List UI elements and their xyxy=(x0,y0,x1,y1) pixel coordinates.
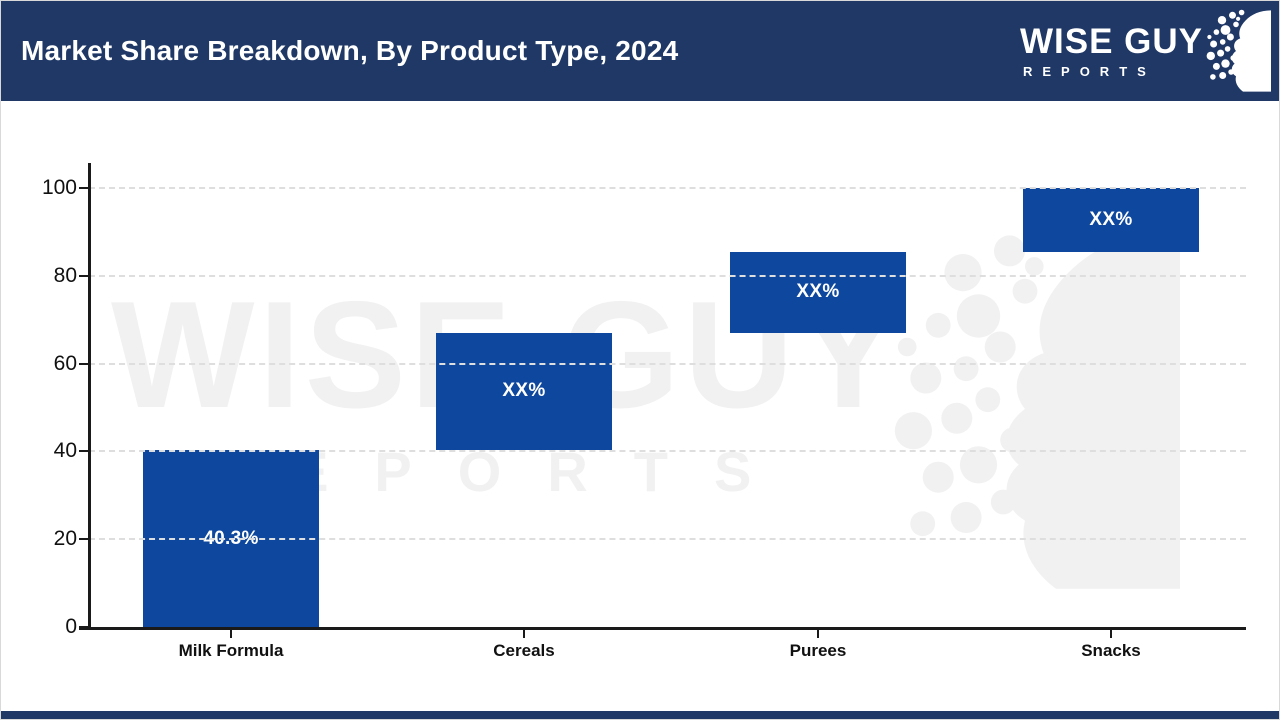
y-tick-label: 40 xyxy=(53,439,77,463)
x-tick-mark xyxy=(817,630,819,638)
header-band: Market Share Breakdown, By Product Type,… xyxy=(1,1,1279,101)
bar-value-label-milk-formula: 40.3% xyxy=(203,527,259,549)
x-category-label-snacks: Snacks xyxy=(1081,641,1141,660)
logo-wordmark: WISE GUY xyxy=(1019,21,1203,61)
bar-value-label-cereals: XX% xyxy=(502,380,546,402)
y-tick-label: 20 xyxy=(53,527,77,551)
footer-band xyxy=(1,711,1279,719)
y-tick-mark xyxy=(79,450,89,453)
gridline-100 xyxy=(89,187,1246,189)
bar-snacks: XX% xyxy=(1023,188,1199,253)
y-tick-label: 60 xyxy=(53,351,77,375)
y-tick-mark xyxy=(79,362,89,365)
bar-purees: XX% xyxy=(730,252,906,333)
x-tick-mark xyxy=(1110,630,1112,638)
x-axis-line xyxy=(79,627,1246,630)
y-tick-mark xyxy=(79,274,89,277)
bar-cereals: XX% xyxy=(436,332,612,451)
y-tick-mark xyxy=(79,626,89,628)
y-tick-mark xyxy=(79,538,89,541)
bar-value-label-snacks: XX% xyxy=(1089,209,1133,231)
y-axis-line xyxy=(88,163,91,629)
logo-subtitle: REPORTS xyxy=(1022,63,1156,79)
x-tick-mark xyxy=(230,630,232,638)
y-tick-label: 80 xyxy=(53,263,77,287)
logo-face-icon xyxy=(1206,9,1271,92)
y-tick-label: 0 xyxy=(65,615,77,638)
gridline-80 xyxy=(89,274,1246,277)
y-tick-label: 100 xyxy=(41,176,77,199)
gridline-20 xyxy=(89,538,1246,541)
x-category-label-cereals: Cereals xyxy=(493,641,555,660)
y-tick-mark xyxy=(79,187,89,189)
x-tick-mark xyxy=(523,630,525,638)
gridline-40 xyxy=(89,450,1246,453)
gridline-60 xyxy=(89,362,1246,365)
x-category-label-purees: Purees xyxy=(789,641,847,660)
logo-text: WISE GUY REPORTS xyxy=(1020,24,1203,79)
chart-title: Market Share Breakdown, By Product Type,… xyxy=(21,35,679,66)
x-category-label-milk-formula: Milk Formula xyxy=(178,641,284,660)
bar-value-label-purees: XX% xyxy=(796,281,840,303)
wiseguy-logo: WISE GUY REPORTS xyxy=(1020,1,1279,101)
